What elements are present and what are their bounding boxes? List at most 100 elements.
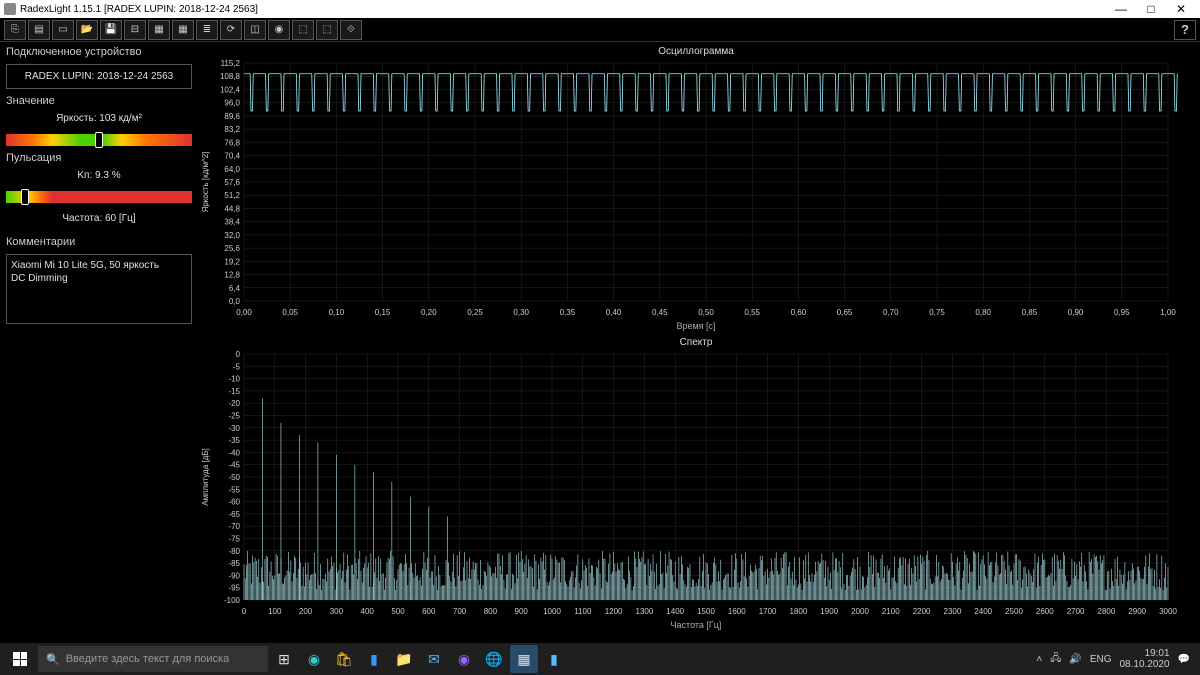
svg-text:-25: -25 <box>228 412 240 421</box>
chrome-icon[interactable]: 🌐 <box>480 645 508 673</box>
svg-text:19,2: 19,2 <box>224 257 240 266</box>
svg-text:1400: 1400 <box>666 607 684 616</box>
comment-line: Xiaomi Mi 10 Lite 5G, 50 яркость <box>11 259 187 272</box>
svg-text:0,30: 0,30 <box>513 308 529 317</box>
svg-text:2800: 2800 <box>1098 607 1116 616</box>
svg-text:-40: -40 <box>228 448 240 457</box>
svg-text:0: 0 <box>236 350 241 359</box>
brightness-marker[interactable] <box>95 132 103 148</box>
svg-text:-70: -70 <box>228 522 240 531</box>
svg-text:115,2: 115,2 <box>221 59 241 68</box>
svg-text:32,0: 32,0 <box>224 231 240 240</box>
start-button[interactable] <box>4 645 36 673</box>
svg-text:-30: -30 <box>228 424 240 433</box>
brightness-bar <box>6 134 192 146</box>
edge-icon[interactable]: ◉ <box>300 645 328 673</box>
toolbar-button-5[interactable]: ⊟ <box>124 20 146 40</box>
notifications-icon[interactable]: 💬 <box>1178 654 1190 665</box>
search-box[interactable]: 🔍 Введите здесь текст для поиска <box>38 646 268 672</box>
svg-text:12,8: 12,8 <box>224 271 240 280</box>
svg-text:1500: 1500 <box>697 607 715 616</box>
svg-text:83,2: 83,2 <box>224 125 240 134</box>
chart2-xlabel: Частота [Гц] <box>198 620 1194 630</box>
svg-text:2900: 2900 <box>1128 607 1146 616</box>
svg-text:108,8: 108,8 <box>220 72 241 81</box>
toolbar-button-4[interactable]: 💾 <box>100 20 122 40</box>
system-tray[interactable]: ˄ 🖧 🔊 ENG 19:01 08.10.2020 💬 <box>1036 648 1196 670</box>
tray-chevron-icon[interactable]: ˄ <box>1036 654 1042 665</box>
volume-icon[interactable]: 🔊 <box>1069 654 1081 665</box>
svg-text:1,00: 1,00 <box>1160 308 1176 317</box>
svg-text:0,55: 0,55 <box>744 308 760 317</box>
svg-text:0,05: 0,05 <box>282 308 298 317</box>
toolbar-button-7[interactable]: ▦ <box>172 20 194 40</box>
svg-text:25,6: 25,6 <box>224 244 240 253</box>
toolbar-button-14[interactable]: ⟐ <box>340 20 362 40</box>
svg-text:2600: 2600 <box>1036 607 1054 616</box>
maximize-button[interactable]: □ <box>1136 2 1166 16</box>
svg-text:-60: -60 <box>228 498 240 507</box>
language-indicator[interactable]: ENG <box>1090 654 1112 665</box>
toolbar-button-2[interactable]: ▭ <box>52 20 74 40</box>
toolbar-button-8[interactable]: ≣ <box>196 20 218 40</box>
svg-text:2300: 2300 <box>944 607 962 616</box>
clock[interactable]: 19:01 08.10.2020 <box>1119 648 1169 670</box>
svg-text:-95: -95 <box>228 584 240 593</box>
toolbar-button-0[interactable]: ⎘ <box>4 20 26 40</box>
svg-text:76,8: 76,8 <box>224 138 240 147</box>
svg-text:800: 800 <box>484 607 498 616</box>
device-label: Подключенное устройство <box>6 46 192 58</box>
app-icon-blue[interactable]: ▮ <box>540 645 568 673</box>
svg-text:0,25: 0,25 <box>467 308 483 317</box>
comment-line: DC Dimming <box>11 272 187 285</box>
toolbar-button-6[interactable]: ▦ <box>148 20 170 40</box>
toolbar-button-1[interactable]: ▤ <box>28 20 50 40</box>
network-icon[interactable]: 🖧 <box>1050 651 1061 668</box>
toolbar-button-10[interactable]: ◫ <box>244 20 266 40</box>
svg-text:102,4: 102,4 <box>220 85 241 94</box>
toolbar: ⎘▤▭📂💾⊟▦▦≣⟳◫◉⬚⬚⟐ ? <box>0 18 1200 42</box>
svg-text:0,70: 0,70 <box>883 308 899 317</box>
svg-text:700: 700 <box>453 607 467 616</box>
store-icon[interactable]: 🛍 <box>330 645 358 673</box>
toolbar-button-13[interactable]: ⬚ <box>316 20 338 40</box>
comments-box[interactable]: Xiaomi Mi 10 Lite 5G, 50 яркость DC Dimm… <box>6 254 192 324</box>
chart2-title: Спектр <box>198 337 1194 348</box>
window-title: RadexLight 1.15.1 [RADEX LUPIN: 2018-12-… <box>20 4 258 15</box>
svg-text:-75: -75 <box>228 535 240 544</box>
close-button[interactable]: ✕ <box>1166 2 1196 16</box>
pulsation-marker[interactable] <box>21 189 29 205</box>
svg-text:-10: -10 <box>228 375 240 384</box>
brightness-value: Яркость: 103 кд/м² <box>6 113 192 124</box>
svg-text:96,0: 96,0 <box>224 99 240 108</box>
svg-text:0,20: 0,20 <box>421 308 437 317</box>
svg-text:Амплитуда [дБ]: Амплитуда [дБ] <box>201 448 210 506</box>
app-icon-v[interactable]: ▮ <box>360 645 388 673</box>
pulsation-bar <box>6 191 192 203</box>
help-button[interactable]: ? <box>1174 20 1196 40</box>
radexlight-icon[interactable]: ▦ <box>510 645 538 673</box>
svg-text:-20: -20 <box>228 399 240 408</box>
mail-icon[interactable]: ✉ <box>420 645 448 673</box>
svg-text:1800: 1800 <box>790 607 808 616</box>
svg-text:0,50: 0,50 <box>698 308 714 317</box>
minimize-button[interactable]: — <box>1106 2 1136 16</box>
explorer-icon[interactable]: 📁 <box>390 645 418 673</box>
task-view-icon[interactable]: ⊞ <box>270 645 298 673</box>
svg-text:1700: 1700 <box>759 607 777 616</box>
toolbar-button-11[interactable]: ◉ <box>268 20 290 40</box>
toolbar-button-9[interactable]: ⟳ <box>220 20 242 40</box>
toolbar-button-12[interactable]: ⬚ <box>292 20 314 40</box>
svg-text:-45: -45 <box>228 461 240 470</box>
toolbar-button-3[interactable]: 📂 <box>76 20 98 40</box>
svg-text:70,4: 70,4 <box>224 152 240 161</box>
kp-value: Kп: 9.3 % <box>6 170 192 181</box>
viber-icon[interactable]: ◉ <box>450 645 478 673</box>
svg-text:400: 400 <box>361 607 375 616</box>
svg-text:0,0: 0,0 <box>229 297 241 306</box>
svg-text:1600: 1600 <box>728 607 746 616</box>
svg-text:6,4: 6,4 <box>229 284 241 293</box>
sidebar: Подключенное устройство RADEX LUPIN: 201… <box>0 42 198 632</box>
svg-text:-35: -35 <box>228 436 240 445</box>
svg-text:1100: 1100 <box>574 607 592 616</box>
